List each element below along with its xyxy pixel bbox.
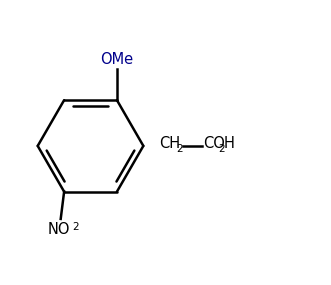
Text: OMe: OMe: [100, 52, 133, 67]
Text: 2: 2: [72, 222, 78, 232]
Text: CO: CO: [203, 136, 225, 151]
Text: CH: CH: [159, 136, 180, 151]
Text: H: H: [223, 136, 234, 151]
Text: NO: NO: [48, 222, 70, 237]
Text: 2: 2: [219, 144, 225, 154]
Text: 2: 2: [176, 144, 183, 154]
